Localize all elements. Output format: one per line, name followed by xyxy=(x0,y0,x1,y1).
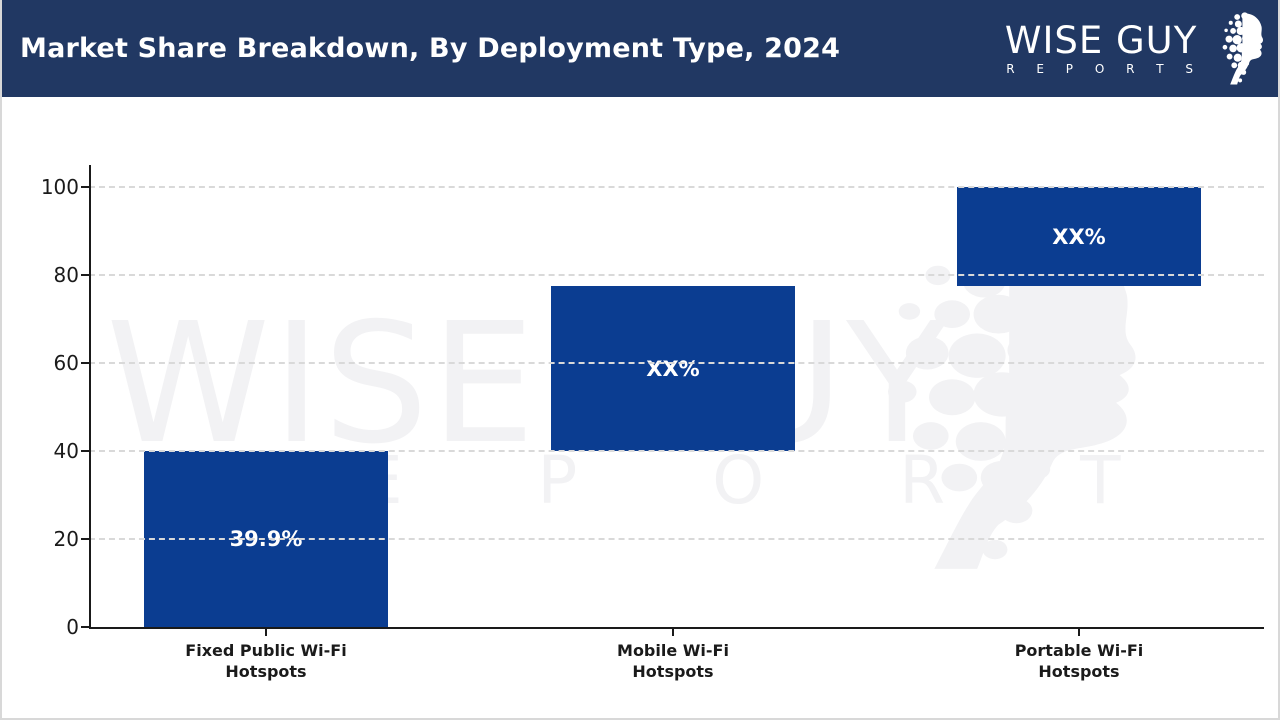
y-tickmark-40 xyxy=(81,450,89,452)
x-tickmark-2 xyxy=(672,629,674,636)
bar-value-label: XX% xyxy=(1052,224,1106,249)
y-tick-label-60: 60 xyxy=(53,351,79,375)
bar-3: XX% xyxy=(957,187,1201,286)
gridline-40 xyxy=(89,450,1264,452)
category-label-2: Mobile Wi-Fi Hotspots xyxy=(543,640,803,682)
wise-guy-reports-logo: WISE GUY R E P O R T S xyxy=(1000,7,1268,91)
y-tickmark-60 xyxy=(81,362,89,364)
logo-reports-text: R E P O R T S xyxy=(1006,62,1202,76)
y-tickmark-20 xyxy=(81,538,89,540)
category-label-3: Portable Wi-Fi Hotspots xyxy=(949,640,1209,682)
gridline-60 xyxy=(89,362,1264,364)
logo-wordmark: WISE GUY R E P O R T S xyxy=(1000,22,1202,75)
watermark-wordmark: WISE GUY xyxy=(106,288,950,481)
y-tick-label-100: 100 xyxy=(40,175,79,199)
category-label-line: Mobile Wi-Fi xyxy=(617,641,729,660)
category-label-line: Hotspots xyxy=(632,662,714,681)
y-tickmark-0 xyxy=(81,626,89,628)
y-tick-label-0: 0 xyxy=(66,615,79,639)
category-label-line: Fixed Public Wi-Fi xyxy=(185,641,347,660)
y-tick-label-80: 80 xyxy=(53,263,79,287)
category-label-line: Hotspots xyxy=(1038,662,1120,681)
y-tick-label-40: 40 xyxy=(53,439,79,463)
y-axis-line xyxy=(89,165,91,629)
category-label-line: Hotspots xyxy=(225,662,307,681)
bar-value-label: XX% xyxy=(646,356,700,381)
gridline-100 xyxy=(89,186,1264,188)
x-tickmark-1 xyxy=(265,629,267,636)
y-tickmark-80 xyxy=(81,274,89,276)
category-label-1: Fixed Public Wi-Fi Hotspots xyxy=(136,640,396,682)
logo-dotted-face-icon xyxy=(1204,7,1268,91)
header-bar: Market Share Breakdown, By Deployment Ty… xyxy=(2,0,1278,97)
gridline-80 xyxy=(89,274,1264,276)
y-tick-label-20: 20 xyxy=(53,527,79,551)
y-tickmark-100 xyxy=(81,186,89,188)
x-axis-line xyxy=(89,627,1264,629)
logo-wise-guy-text: WISE GUY xyxy=(1004,19,1198,62)
chart-title: Market Share Breakdown, By Deployment Ty… xyxy=(20,33,841,64)
category-label-line: Portable Wi-Fi xyxy=(1014,641,1144,660)
gridline-20 xyxy=(89,538,1264,540)
x-tickmark-3 xyxy=(1078,629,1080,636)
bar-2: XX% xyxy=(551,286,795,452)
